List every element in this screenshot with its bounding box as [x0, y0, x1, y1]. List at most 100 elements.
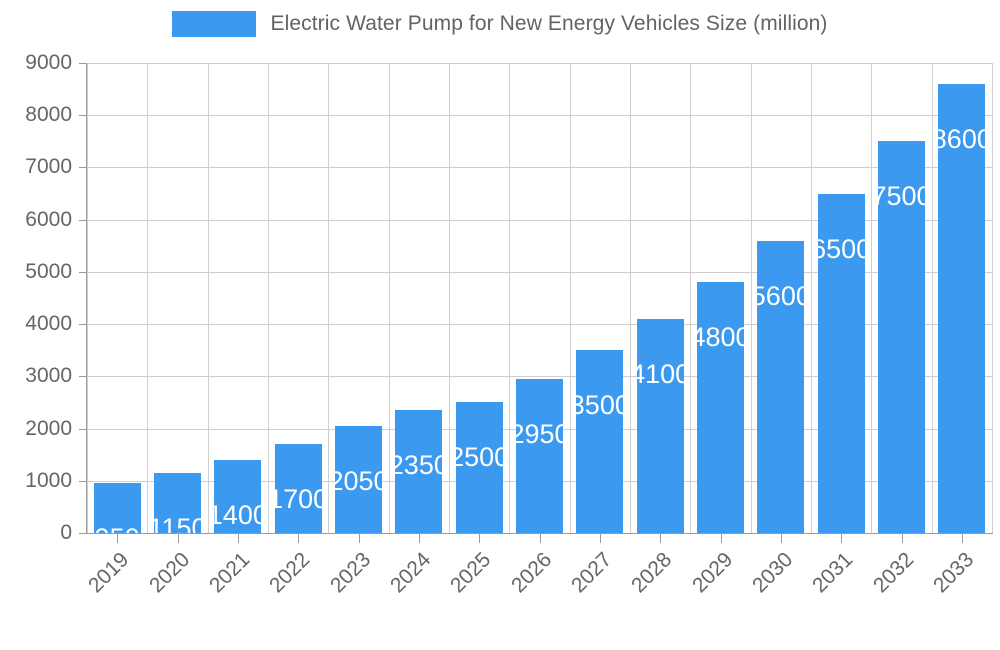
gridline-vertical: [87, 63, 88, 533]
y-axis-tick-label: 9000: [25, 51, 72, 74]
y-axis-tick-label: 1000: [25, 468, 72, 492]
gridline-vertical: [570, 63, 571, 533]
gridline-horizontal: [87, 115, 992, 117]
bar[interactable]: 3500: [576, 350, 624, 533]
legend-color-swatch: [172, 11, 257, 37]
bar[interactable]: 1150: [154, 472, 201, 533]
x-axis-tick-mark: [841, 534, 843, 543]
gridline-vertical: [208, 63, 209, 533]
gridline-vertical: [328, 63, 329, 533]
x-axis-tick-mark: [961, 534, 963, 543]
legend-label: Electric Water Pump for New Energy Vehic…: [270, 12, 828, 35]
bar-slot: 4100: [636, 63, 684, 533]
bar-chart: Electric Water Pump for New Energy Vehic…: [0, 0, 1000, 597]
gridline-vertical: [992, 63, 993, 533]
bar[interactable]: 2050: [335, 425, 382, 533]
bar-slot: 2050: [335, 63, 382, 533]
bar-value-label: 8600: [938, 123, 986, 154]
bar-slot: 4800: [697, 63, 744, 533]
gridline-vertical: [932, 63, 933, 533]
x-axis-tick-mark: [599, 534, 601, 543]
x-axis-tick-mark: [901, 534, 903, 543]
bar-value-label: 6500: [817, 233, 865, 264]
y-axis-line: [86, 63, 87, 534]
bar-slot: 6500: [817, 63, 865, 533]
gridline-vertical: [871, 63, 872, 533]
x-axis-tick-mark: [720, 534, 722, 543]
bar-slot: 7500: [878, 63, 925, 533]
gridline-vertical: [147, 63, 148, 533]
bar-value-label: 4800: [697, 322, 744, 353]
bar-slot: 2950: [516, 63, 563, 533]
x-axis-tick-mark: [418, 534, 420, 543]
bar[interactable]: 2350: [395, 410, 443, 533]
bar-value-label: 1150: [154, 512, 201, 533]
plot-area: 950 1150 1400 1700 2050 2350 2500 2950 3500 4100 4…: [87, 63, 993, 534]
x-axis-tick-mark: [660, 534, 662, 543]
bar[interactable]: 950: [93, 483, 141, 533]
bar-slot: 1400: [214, 63, 262, 533]
gridline-vertical: [811, 63, 812, 533]
gridline-horizontal: [87, 167, 992, 169]
bar-slot: 8600: [938, 63, 986, 533]
bar[interactable]: 4100: [636, 318, 684, 533]
bar[interactable]: 1700: [274, 444, 322, 533]
gridline-vertical: [268, 63, 269, 533]
gridline-horizontal: [87, 63, 992, 64]
bar-value-label: 5600: [757, 280, 805, 311]
bar[interactable]: 5600: [757, 240, 805, 533]
x-axis-tick-mark: [177, 534, 179, 543]
bar-value-label: 2500: [455, 442, 503, 473]
y-axis-tick-label: 2000: [25, 416, 72, 440]
x-axis-tick-mark: [298, 534, 300, 543]
gridline-vertical: [449, 63, 450, 533]
bar-value-label: 2350: [395, 450, 443, 481]
x-axis-tick-mark: [358, 534, 360, 543]
y-axis-tick-label: 3000: [25, 364, 72, 388]
y-axis-tick-label: 8000: [25, 103, 72, 127]
bar-slot: 3500: [576, 63, 624, 533]
bar[interactable]: 2950: [516, 378, 563, 533]
bar-slot: 950: [93, 63, 141, 533]
chart-legend: Electric Water Pump for New Energy Vehic…: [0, 0, 1000, 48]
bar-value-label: 7500: [878, 181, 925, 212]
bar-slot: 5600: [757, 63, 805, 533]
legend-item[interactable]: Electric Water Pump for New Energy Vehic…: [172, 11, 827, 37]
x-axis-tick-mark: [237, 534, 239, 543]
y-axis-tick-label: 4000: [25, 312, 72, 336]
bar-slot: 2350: [395, 63, 443, 533]
gridline-vertical: [389, 63, 390, 533]
y-axis-tick-label: 7000: [25, 155, 72, 179]
gridline-vertical: [690, 63, 691, 533]
x-axis-tick-mark: [479, 534, 481, 543]
y-axis-tick-label: 5000: [25, 259, 72, 283]
x-axis-tick-mark: [117, 534, 119, 543]
gridline-horizontal: [87, 376, 992, 378]
bar-slot: 2500: [455, 63, 503, 533]
bar[interactable]: 6500: [817, 193, 865, 533]
bar-value-label: 3500: [576, 390, 624, 421]
bar-value-label: 4100: [636, 358, 684, 389]
x-axis-tick-mark: [539, 534, 541, 543]
x-axis-tick-mark: [780, 534, 782, 543]
y-axis-tick-label: 6000: [25, 207, 72, 231]
bar-value-label: 1400: [214, 499, 262, 530]
bar[interactable]: 4800: [697, 282, 744, 533]
bar-slot: 1150: [154, 63, 201, 533]
gridline-horizontal: [87, 271, 992, 273]
bar-slot: 1700: [274, 63, 322, 533]
bar-value-label: 2050: [335, 465, 382, 496]
gridline-horizontal: [87, 219, 992, 221]
gridline-vertical: [509, 63, 510, 533]
bar-value-label: 1700: [274, 484, 322, 515]
bar[interactable]: 2500: [455, 402, 503, 533]
gridline-vertical: [751, 63, 752, 533]
y-axis-tick-label: 0: [60, 521, 72, 544]
bar[interactable]: 8600: [938, 83, 986, 533]
gridline-horizontal: [87, 324, 992, 326]
bar-value-label: 950: [95, 525, 140, 533]
gridline-vertical: [630, 63, 631, 533]
bar[interactable]: 7500: [878, 141, 925, 533]
bar[interactable]: 1400: [214, 459, 262, 533]
x-axis-line: [87, 533, 993, 534]
